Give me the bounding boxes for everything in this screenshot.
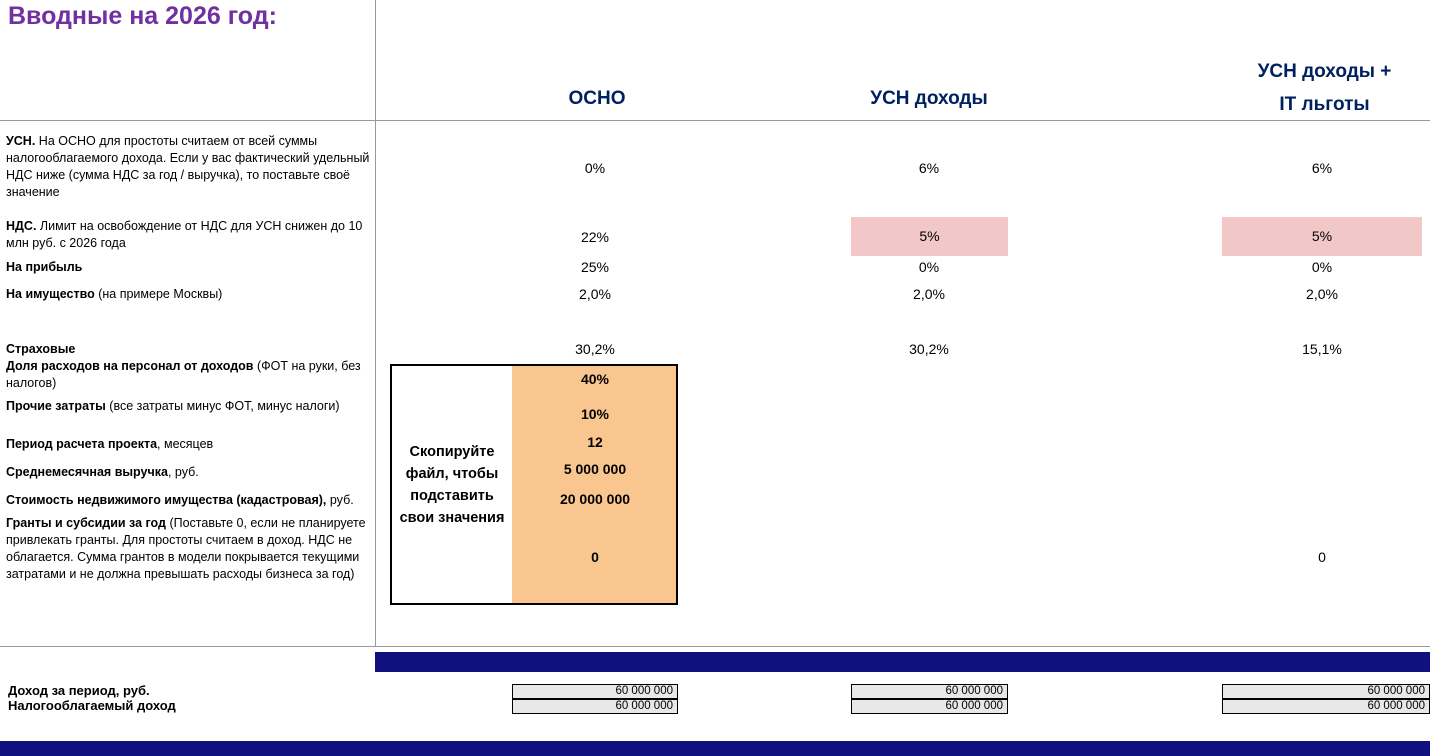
- cell-nds-usn-it[interactable]: 5%: [1222, 217, 1422, 256]
- cell-profit-tax-osno[interactable]: 25%: [580, 259, 610, 275]
- row-label-grants: Гранты и субсидии за год (Поставьте 0, е…: [6, 515, 374, 583]
- row-label-usn-rate-rest: На ОСНО для простоты считаем от всей сум…: [6, 134, 370, 199]
- row-label-property-tax-bold: На имущество: [6, 287, 95, 301]
- cell-income-usn[interactable]: 60 000 000: [851, 684, 1008, 699]
- cell-taxable-income-usn[interactable]: 60 000 000: [851, 699, 1008, 714]
- row-label-other-costs-bold: Прочие затраты: [6, 399, 106, 413]
- column-divider: [375, 0, 376, 646]
- row-label-profit-tax: На прибыль: [6, 259, 374, 276]
- row-label-period: Период расчета проекта, месяцев: [6, 436, 374, 453]
- cell-taxable-income-usn-it[interactable]: 60 000 000: [1222, 699, 1430, 714]
- column-header-osno: ОСНО: [568, 88, 626, 109]
- row-label-property-value: Стоимость недвижимого имущества (кадастр…: [6, 492, 374, 509]
- row-label-property-value-rest: руб.: [326, 493, 354, 507]
- row-label-grants-rest: (Поставьте 0, если не планируете привлек…: [6, 516, 366, 581]
- row-label-nds-rest: Лимит на освобождение от НДС для УСН сни…: [6, 219, 363, 250]
- cell-input-period[interactable]: 12: [587, 434, 603, 450]
- cell-input-property-value[interactable]: 20 000 000: [559, 491, 631, 507]
- separator-band-bottom: [0, 741, 1430, 756]
- column-header-usn-it-line2: IT льготы: [1279, 94, 1370, 115]
- cell-grants-usn-it[interactable]: 0: [1318, 549, 1326, 565]
- row-label-property-value-bold: Стоимость недвижимого имущества (кадастр…: [6, 493, 327, 507]
- row-label-payroll-share-rest: (ФОТ на руки, без налогов): [6, 359, 361, 390]
- cell-property-tax-usn[interactable]: 2,0%: [913, 286, 945, 302]
- row-label-usn-rate: УСН. На ОСНО для простоты считаем от все…: [6, 133, 374, 201]
- cell-usn-rate-usn-it[interactable]: 6%: [1311, 160, 1333, 176]
- row-label-monthly-revenue-rest: , руб.: [167, 465, 199, 479]
- cell-input-payroll-share[interactable]: 40%: [580, 371, 610, 387]
- column-header-usn: УСН доходы: [870, 88, 988, 109]
- column-header-usn-it-line1: УСН доходы +: [1257, 61, 1392, 82]
- copy-note-text: Скопируйте файл, чтобы подставить свои з…: [399, 443, 505, 526]
- cell-profit-tax-usn-it[interactable]: 0%: [1311, 259, 1333, 275]
- header-underline: [0, 120, 1430, 121]
- row-label-insurance-bold: Страховые: [6, 342, 76, 356]
- copy-note-box: Скопируйте файл, чтобы подставить свои з…: [390, 364, 678, 605]
- cell-nds-osno[interactable]: 22%: [580, 229, 610, 245]
- row-label-taxable-income: Налогооблагаемый доход: [8, 698, 176, 713]
- row-label-period-bold: Период расчета проекта: [6, 437, 158, 451]
- row-label-profit-tax-bold: На прибыль: [6, 260, 83, 274]
- row-label-payroll-share-bold: Доля расходов на персонал от доходов: [6, 359, 254, 373]
- row-label-monthly-revenue-bold: Среднемесячная выручка: [6, 465, 168, 479]
- row-label-grants-bold: Гранты и субсидии за год: [6, 516, 166, 530]
- section-divider: [0, 646, 1430, 647]
- row-label-nds: НДС. Лимит на освобождение от НДС для УС…: [6, 218, 374, 252]
- row-label-monthly-revenue: Среднемесячная выручка, руб.: [6, 464, 374, 481]
- cell-input-other-costs[interactable]: 10%: [580, 406, 610, 422]
- cell-income-osno[interactable]: 60 000 000: [512, 684, 678, 699]
- separator-band-top: [375, 652, 1430, 672]
- row-label-nds-bold: НДС.: [6, 219, 37, 233]
- cell-usn-rate-osno[interactable]: 0%: [584, 160, 606, 176]
- cell-property-tax-usn-it[interactable]: 2,0%: [1306, 286, 1338, 302]
- cell-taxable-income-osno[interactable]: 60 000 000: [512, 699, 678, 714]
- cell-input-monthly-revenue[interactable]: 5 000 000: [563, 461, 627, 477]
- cell-insurance-usn[interactable]: 30,2%: [909, 341, 949, 357]
- cell-input-grants[interactable]: 0: [591, 549, 599, 565]
- input-cells-highlight: [512, 366, 676, 603]
- cell-insurance-osno[interactable]: 30,2%: [575, 341, 615, 357]
- row-label-insurance: Страховые: [6, 341, 374, 358]
- row-label-property-tax: На имущество (на примере Москвы): [6, 286, 374, 303]
- row-label-payroll-share: Доля расходов на персонал от доходов (ФО…: [6, 358, 374, 392]
- row-label-period-rest: , месяцев: [157, 437, 214, 451]
- page-title: Вводные на 2026 год:: [8, 2, 277, 30]
- row-label-property-tax-rest: (на примере Москвы): [94, 287, 223, 301]
- row-label-other-costs: Прочие затраты (все затраты минус ФОТ, м…: [6, 398, 374, 415]
- cell-insurance-usn-it[interactable]: 15,1%: [1302, 341, 1342, 357]
- column-header-usn-it: УСН доходы + IT льготы: [1212, 55, 1430, 121]
- cell-nds-usn[interactable]: 5%: [851, 217, 1008, 256]
- cell-property-tax-osno[interactable]: 2,0%: [579, 286, 611, 302]
- row-label-usn-rate-bold: УСН.: [6, 134, 36, 148]
- cell-profit-tax-usn[interactable]: 0%: [918, 259, 940, 275]
- cell-income-usn-it[interactable]: 60 000 000: [1222, 684, 1430, 699]
- row-label-other-costs-rest: (все затраты минус ФОТ, минус налоги): [105, 399, 340, 413]
- row-label-income: Доход за период, руб.: [8, 683, 150, 698]
- cell-usn-rate-usn[interactable]: 6%: [918, 160, 940, 176]
